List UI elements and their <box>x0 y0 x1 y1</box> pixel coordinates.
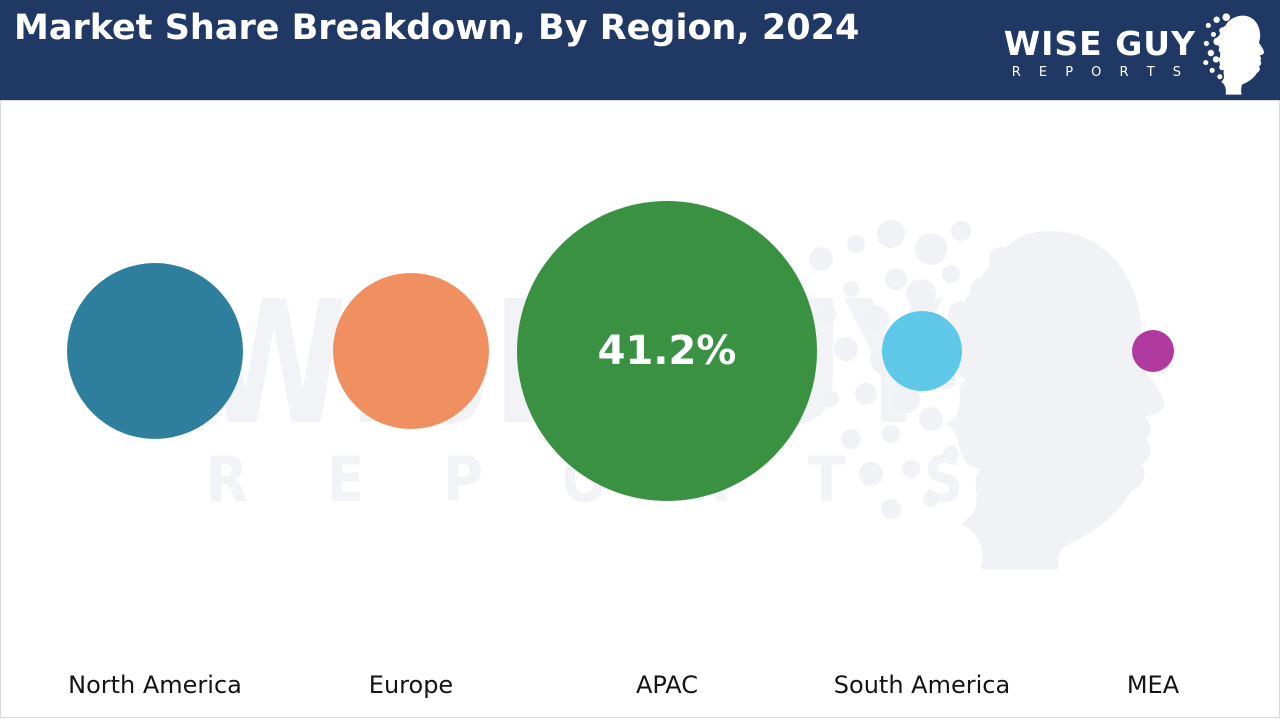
category-label-north-america: North America <box>68 671 242 699</box>
bubble-value-label: 41.2% <box>597 328 737 374</box>
page-title: Market Share Breakdown, By Region, 2024 <box>14 8 860 48</box>
bubble-south-america <box>882 311 962 391</box>
category-label-south-america: South America <box>833 671 1011 699</box>
category-label-apac: APAC <box>635 671 699 699</box>
header-bar: Market Share Breakdown, By Region, 2024 … <box>0 0 1280 100</box>
logo-face-icon <box>1203 13 1264 95</box>
category-label-mea: MEA <box>1126 671 1180 699</box>
bubble-europe <box>333 273 489 429</box>
logo-text: WISE GUY R E P O R T S <box>1004 24 1196 80</box>
chart-plot-area: WISE GUY R E P O R T S North AmericaEuro… <box>0 100 1280 718</box>
bubble-north-america <box>67 263 243 439</box>
bubble-mea <box>1132 330 1174 372</box>
category-label-europe: Europe <box>368 671 454 699</box>
logo-wordmark: WISE GUY <box>1003 24 1196 63</box>
bubble-apac: 41.2% <box>517 201 817 501</box>
watermark-face-icon <box>807 220 1164 569</box>
logo-subtitle: R E P O R T S <box>1011 65 1189 80</box>
wise-guy-reports-logo: WISE GUY R E P O R T S <box>1004 6 1264 96</box>
